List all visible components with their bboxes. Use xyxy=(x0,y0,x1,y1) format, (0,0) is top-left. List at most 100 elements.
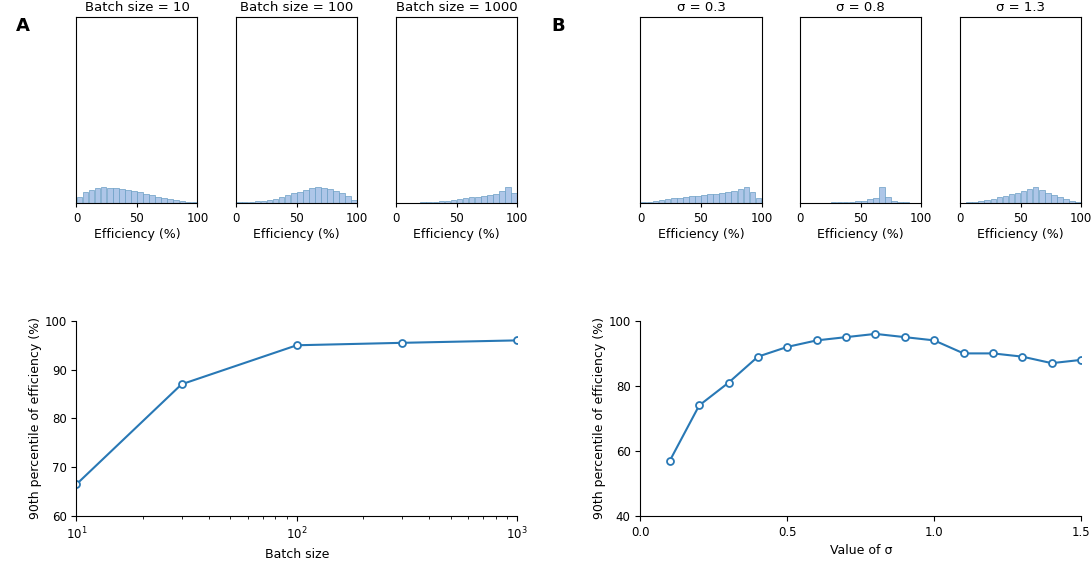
Bar xyxy=(155,197,161,203)
Bar xyxy=(1033,187,1038,203)
Bar xyxy=(249,202,254,203)
Bar xyxy=(143,193,149,203)
Bar xyxy=(494,193,499,203)
Title: σ = 1.3: σ = 1.3 xyxy=(996,2,1045,14)
Bar xyxy=(297,192,302,203)
Bar xyxy=(302,190,309,203)
Bar xyxy=(162,198,167,203)
Bar xyxy=(463,198,468,203)
Bar xyxy=(701,195,707,203)
Bar xyxy=(468,197,475,203)
Bar xyxy=(352,200,357,203)
Bar xyxy=(95,188,100,203)
Bar xyxy=(1026,189,1032,203)
Bar xyxy=(966,202,972,203)
Bar xyxy=(506,187,511,203)
Bar xyxy=(150,194,155,203)
X-axis label: Efficiency (%): Efficiency (%) xyxy=(94,227,180,240)
Bar xyxy=(867,200,873,203)
Bar xyxy=(427,202,432,203)
X-axis label: Efficiency (%): Efficiency (%) xyxy=(413,227,500,240)
Bar xyxy=(997,197,1002,203)
Bar xyxy=(278,197,284,203)
Bar xyxy=(696,196,701,203)
Bar xyxy=(1051,195,1057,203)
Bar xyxy=(689,196,695,203)
Bar xyxy=(891,201,897,203)
Title: Batch size = 10: Batch size = 10 xyxy=(84,2,189,14)
Bar xyxy=(119,189,124,203)
Bar xyxy=(879,187,885,203)
Bar xyxy=(990,198,996,203)
Bar xyxy=(860,201,867,203)
Bar xyxy=(670,198,677,203)
Bar xyxy=(480,196,487,203)
Bar xyxy=(1038,190,1045,203)
Bar xyxy=(261,201,266,203)
Bar xyxy=(254,201,260,203)
Bar xyxy=(1064,198,1069,203)
Bar xyxy=(333,191,339,203)
X-axis label: Efficiency (%): Efficiency (%) xyxy=(253,227,340,240)
Bar xyxy=(432,202,438,203)
Bar xyxy=(439,201,444,203)
Y-axis label: 90th percentile of efficiency (%): 90th percentile of efficiency (%) xyxy=(28,318,41,519)
Bar xyxy=(88,191,94,203)
Bar xyxy=(100,187,107,203)
Bar xyxy=(985,200,990,203)
Bar xyxy=(1045,193,1051,203)
Bar xyxy=(677,198,682,203)
Bar xyxy=(720,193,725,203)
X-axis label: Efficiency (%): Efficiency (%) xyxy=(977,227,1064,240)
Bar xyxy=(444,201,450,203)
X-axis label: Batch size: Batch size xyxy=(264,548,329,561)
Bar xyxy=(749,192,756,203)
X-axis label: Efficiency (%): Efficiency (%) xyxy=(657,227,745,240)
Bar xyxy=(487,195,492,203)
Bar xyxy=(316,187,321,203)
Bar xyxy=(848,201,855,203)
Bar xyxy=(1057,197,1063,203)
Title: Batch size = 1000: Batch size = 1000 xyxy=(395,2,518,14)
Bar xyxy=(340,193,345,203)
Bar xyxy=(682,197,689,203)
Bar xyxy=(273,198,278,203)
Bar xyxy=(843,202,848,203)
Bar xyxy=(126,191,131,203)
Bar xyxy=(266,200,272,203)
Y-axis label: 90th percentile of efficiency (%): 90th percentile of efficiency (%) xyxy=(593,318,606,519)
Bar xyxy=(83,192,88,203)
Bar xyxy=(665,199,670,203)
Bar xyxy=(1014,193,1020,203)
Bar xyxy=(345,196,351,203)
Bar xyxy=(309,188,314,203)
Bar xyxy=(658,200,664,203)
X-axis label: Efficiency (%): Efficiency (%) xyxy=(818,227,904,240)
Bar xyxy=(1069,201,1075,203)
Bar xyxy=(76,197,82,203)
Bar xyxy=(456,199,462,203)
X-axis label: Value of σ: Value of σ xyxy=(830,544,892,557)
Title: σ = 0.8: σ = 0.8 xyxy=(836,2,886,14)
Bar xyxy=(321,188,327,203)
Title: Batch size = 100: Batch size = 100 xyxy=(240,2,354,14)
Bar xyxy=(138,192,143,203)
Bar xyxy=(1002,196,1008,203)
Bar xyxy=(744,187,749,203)
Bar xyxy=(499,191,505,203)
Bar xyxy=(1021,191,1026,203)
Bar xyxy=(475,197,480,203)
Bar xyxy=(898,202,903,203)
Bar xyxy=(131,192,136,203)
Bar xyxy=(179,201,186,203)
Bar xyxy=(713,194,719,203)
Bar xyxy=(290,193,297,203)
Bar xyxy=(972,202,978,203)
Bar xyxy=(756,198,761,203)
Bar xyxy=(451,200,456,203)
Text: A: A xyxy=(16,17,31,35)
Bar xyxy=(732,191,737,203)
Bar xyxy=(328,189,333,203)
Bar xyxy=(641,202,646,203)
Bar xyxy=(511,193,517,203)
